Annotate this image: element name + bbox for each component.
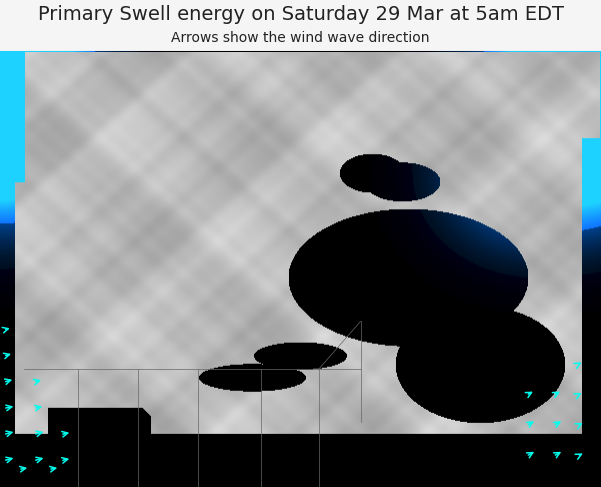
Text: Arrows show the wind wave direction: Arrows show the wind wave direction [171, 31, 430, 45]
Text: Primary Swell energy on Saturday 29 Mar at 5am EDT: Primary Swell energy on Saturday 29 Mar … [37, 5, 564, 24]
